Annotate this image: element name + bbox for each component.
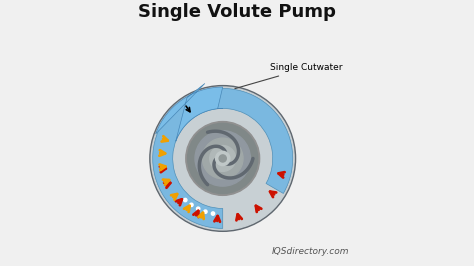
Circle shape (202, 138, 243, 179)
Circle shape (197, 207, 200, 210)
Circle shape (188, 123, 258, 194)
Title: Single Volute Pump: Single Volute Pump (138, 3, 336, 21)
Circle shape (150, 86, 296, 231)
Circle shape (186, 122, 260, 195)
Circle shape (210, 146, 236, 171)
Circle shape (195, 131, 250, 186)
Circle shape (190, 203, 193, 206)
Text: IQSdirectory.com: IQSdirectory.com (272, 247, 349, 256)
Circle shape (204, 210, 207, 213)
Circle shape (216, 151, 230, 166)
Wedge shape (153, 89, 293, 228)
Circle shape (151, 87, 294, 230)
Circle shape (211, 212, 215, 215)
Text: Single Cutwater: Single Cutwater (235, 64, 343, 89)
Polygon shape (170, 111, 220, 154)
Polygon shape (169, 111, 176, 144)
Circle shape (183, 198, 187, 202)
Polygon shape (155, 84, 223, 141)
Circle shape (219, 155, 226, 162)
